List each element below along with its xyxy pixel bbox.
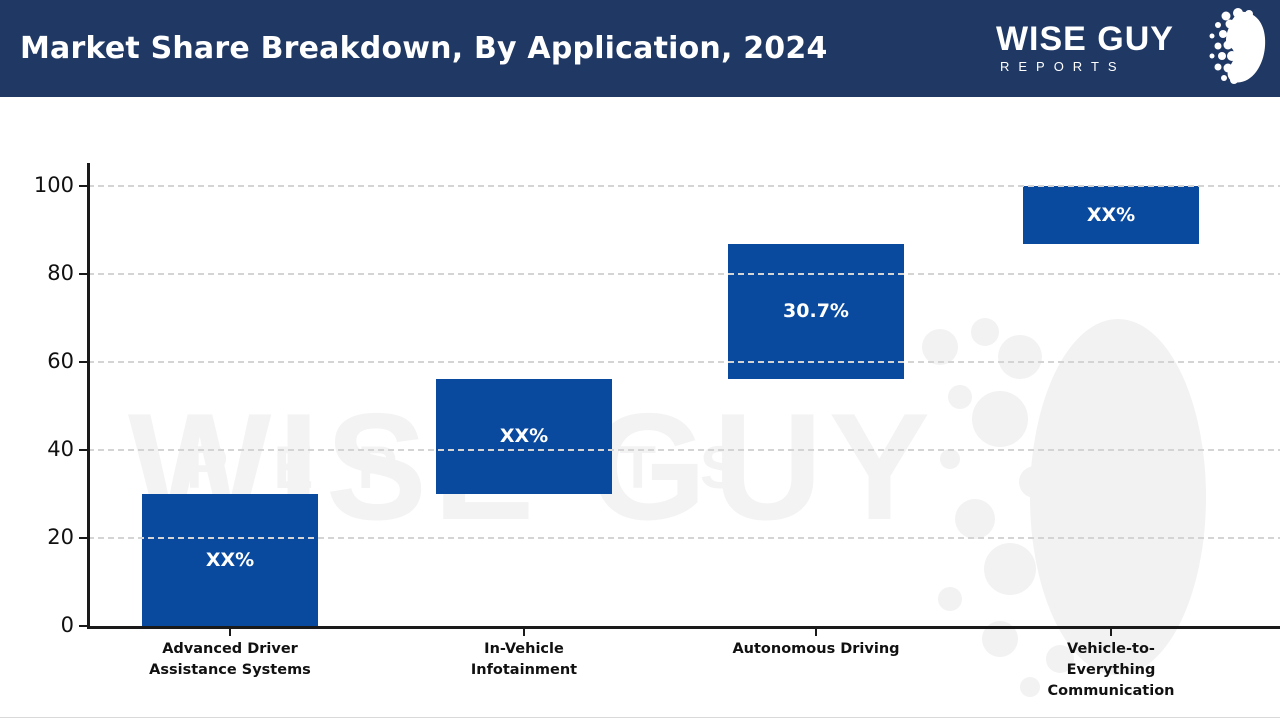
x-tick-mark (814, 628, 818, 636)
y-tick-label: 100 (33, 173, 74, 197)
bar-segment: XX% (436, 378, 612, 494)
x-axis-line (87, 626, 1280, 629)
y-gridline (88, 273, 1280, 275)
x-category-label: Advanced Driver Assistance Systems (149, 641, 311, 678)
y-tick-mark (79, 184, 88, 188)
y-tick-mark (79, 624, 88, 628)
y-tick-label: 0 (60, 613, 74, 637)
bar-segment: 30.7% (728, 243, 904, 379)
x-category-label: In-Vehicle Infotainment (470, 641, 578, 678)
y-gridline (88, 185, 1280, 187)
y-tick-label: 60 (47, 349, 74, 373)
dotted-head-icon (1209, 8, 1266, 84)
y-tick-mark (79, 272, 88, 276)
brand-name: WISE GUY (995, 20, 1174, 58)
chart-area: WISE GUY REPORTS 020406080100XX%XX%30.7%… (0, 97, 1280, 720)
x-tick-mark (228, 628, 232, 636)
y-gridline (88, 361, 1280, 363)
bar-value-label: XX% (1086, 203, 1136, 226)
y-tick-mark (79, 448, 88, 452)
bar-value-label: XX% (499, 425, 549, 448)
bar-value-label: XX% (205, 549, 255, 571)
brand-logo: WISE GUY REPORTS (996, 6, 1268, 88)
x-tick-mark (522, 628, 526, 636)
y-tick-label: 80 (47, 261, 74, 285)
x-category-label: Autonomous Driving (732, 641, 900, 657)
bar-segment: XX% (142, 494, 318, 626)
bar-value-label: 30.7% (783, 300, 849, 323)
y-tick-label: 40 (47, 437, 74, 461)
y-tick-mark (79, 360, 88, 364)
watermark-head-icon (922, 318, 1206, 697)
y-gridline (88, 537, 1280, 539)
y-axis-line (87, 163, 90, 628)
x-tick-mark (1109, 628, 1113, 636)
brand-subname: REPORTS (999, 59, 1126, 74)
bottom-border (0, 717, 1280, 718)
bar-segment: XX% (1023, 186, 1199, 244)
header-band: Market Share Breakdown, By Application, … (0, 0, 1280, 97)
y-tick-label: 20 (47, 525, 74, 549)
y-tick-mark (79, 536, 88, 540)
page-title: Market Share Breakdown, By Application, … (20, 31, 828, 66)
brand-logo-text: WISE GUY REPORTS (996, 20, 1174, 74)
x-category-label: Vehicle-to- Everything Communication (1047, 641, 1175, 699)
y-gridline (88, 449, 1280, 451)
